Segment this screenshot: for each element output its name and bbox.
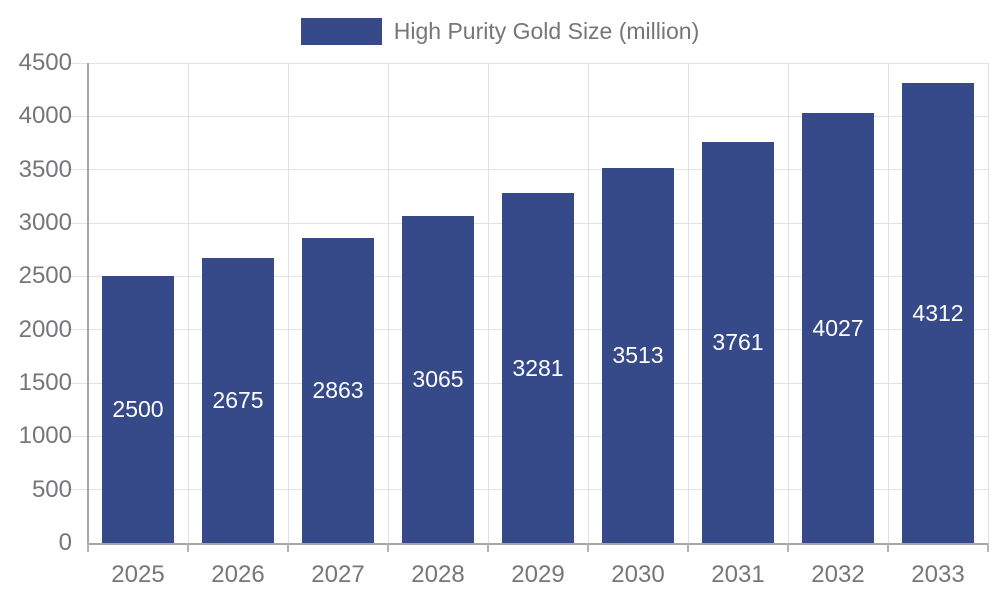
y-tick-label: 1500 <box>18 369 72 396</box>
y-tick-label: 2000 <box>18 315 72 343</box>
bar: 3065 <box>402 216 474 543</box>
y-axis-line <box>87 63 89 543</box>
bar-value-label: 3065 <box>412 366 464 393</box>
gridline-horizontal <box>68 115 988 117</box>
x-tick-label: 2033 <box>911 561 965 588</box>
bar: 2863 <box>302 237 374 543</box>
x-tick <box>587 543 589 552</box>
x-tick <box>687 543 689 552</box>
bar: 4312 <box>902 83 974 543</box>
y-tick-label: 4500 <box>18 49 72 76</box>
gridline-horizontal <box>68 62 988 64</box>
bar-value-label: 3761 <box>712 328 764 355</box>
bar: 3281 <box>502 193 574 543</box>
bar: 2675 <box>202 257 274 543</box>
x-tick-label: 2025 <box>111 561 165 588</box>
x-tick-label: 2028 <box>411 561 465 588</box>
x-tick <box>787 543 789 552</box>
gridline-vertical <box>187 63 189 543</box>
gridline-vertical <box>887 63 889 543</box>
x-tick-label: 2026 <box>211 561 265 588</box>
x-tick <box>387 543 389 552</box>
y-tick-label: 2500 <box>18 262 72 290</box>
bar-value-label: 3281 <box>512 354 564 381</box>
legend-swatch <box>300 17 382 45</box>
bar-value-label: 2675 <box>212 386 264 413</box>
x-tick <box>887 543 889 552</box>
bar: 3513 <box>602 168 674 543</box>
bar-value-label: 2863 <box>312 376 364 403</box>
x-tick <box>187 543 189 552</box>
bar: 4027 <box>802 113 874 543</box>
x-tick-label: 2029 <box>511 561 565 588</box>
bar-value-label: 4312 <box>912 299 964 326</box>
gridline-vertical <box>487 63 489 543</box>
x-tick-label: 2031 <box>711 561 765 588</box>
x-tick <box>987 543 989 552</box>
x-tick <box>287 543 289 552</box>
legend-item[interactable]: High Purity Gold Size (million) <box>0 17 1000 45</box>
gridline-vertical <box>687 63 689 543</box>
legend-label: High Purity Gold Size (million) <box>393 17 700 44</box>
y-tick-label: 3500 <box>18 155 72 183</box>
y-tick-label: 0 <box>58 529 72 556</box>
y-tick-label: 4000 <box>18 102 72 130</box>
y-tick-label: 1000 <box>18 422 72 450</box>
x-tick-label: 2032 <box>811 561 865 588</box>
bar: 3761 <box>702 141 774 543</box>
gridline-horizontal <box>68 169 988 171</box>
x-axis-line <box>87 543 988 545</box>
gridline-vertical <box>387 63 389 543</box>
bar: 2500 <box>102 276 174 543</box>
x-tick-label: 2030 <box>611 561 665 588</box>
gridline-vertical <box>987 63 989 543</box>
x-tick <box>487 543 489 552</box>
y-tick-label: 3000 <box>18 209 72 236</box>
bar-value-label: 2500 <box>112 396 164 423</box>
bar-value-label: 4027 <box>812 314 864 341</box>
y-tick-label: 500 <box>31 475 72 503</box>
bar-value-label: 3513 <box>612 342 664 369</box>
gridline-vertical <box>787 63 789 543</box>
x-tick-label: 2027 <box>311 561 365 588</box>
x-tick <box>87 543 89 552</box>
gridline-vertical <box>287 63 289 543</box>
gridline-vertical <box>587 63 589 543</box>
